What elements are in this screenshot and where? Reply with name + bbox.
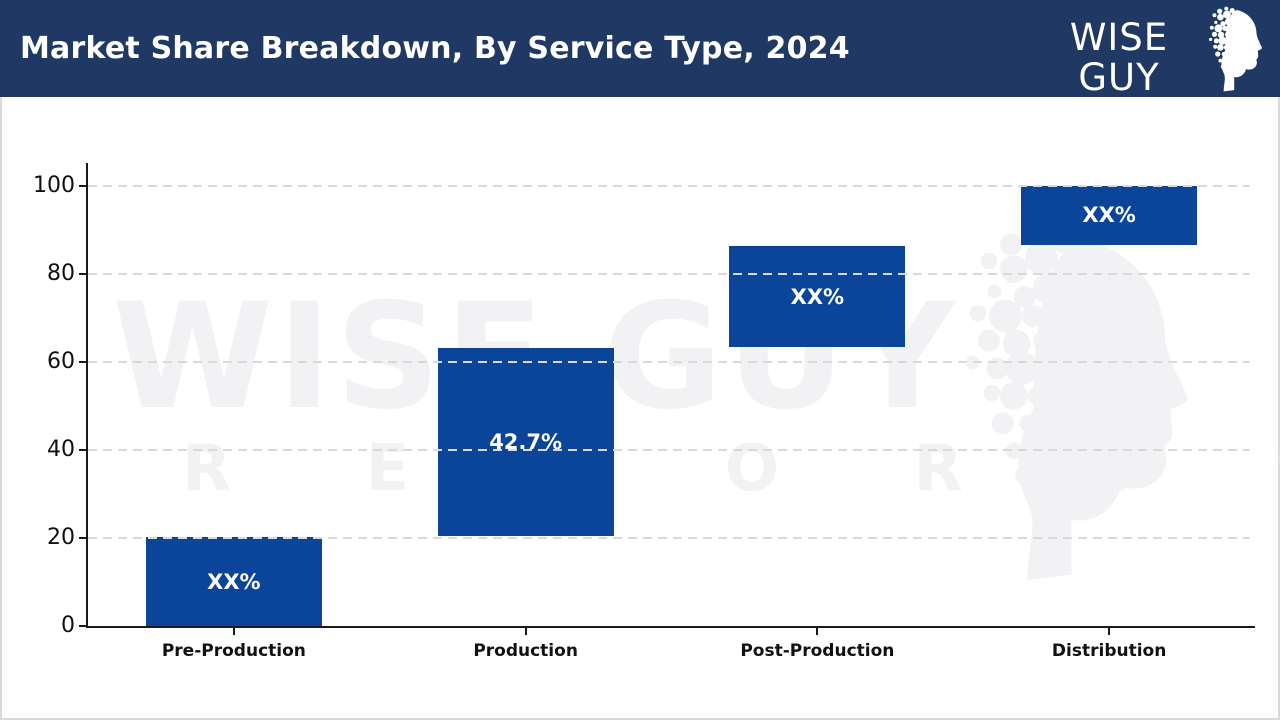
x-label-1: Production — [473, 641, 578, 661]
y-tick-label-80: 80 — [47, 261, 75, 286]
y-tick-20 — [79, 537, 87, 539]
y-tick-0 — [79, 625, 87, 627]
x-label-3: Distribution — [1051, 641, 1167, 661]
gridline-100 — [88, 185, 1250, 187]
bar-value-label: XX% — [790, 284, 845, 309]
y-tick-label-20: 20 — [47, 525, 75, 550]
y-tick-40 — [79, 449, 87, 451]
bar-pre-production: XX% — [145, 537, 322, 626]
y-axis-spine — [86, 163, 88, 628]
wiseguy-logo: WISE GUY R E P O R T S — [1026, 4, 1266, 131]
wiseguy-head-icon — [1208, 6, 1262, 92]
bar-value-label: XX% — [207, 569, 261, 594]
x-tick-2 — [816, 627, 819, 635]
y-tick-label-60: 60 — [47, 349, 75, 374]
gridline-80 — [88, 273, 1250, 275]
y-tick-100 — [79, 185, 87, 187]
page-title: Market Share Breakdown, By Service Type,… — [20, 31, 850, 66]
bar-post-production: XX% — [729, 245, 906, 348]
logo-subtitle: R E P O R T S — [1033, 99, 1211, 131]
logo-text: WISE GUY R E P O R T S — [1026, 16, 1212, 132]
y-tick-label-0: 0 — [61, 613, 75, 638]
y-tick-60 — [79, 361, 87, 363]
header-bar: Market Share Breakdown, By Service Type,… — [0, 0, 1280, 131]
x-tick-1 — [524, 627, 527, 635]
logo-wordmark: WISE GUY — [1069, 16, 1169, 99]
y-tick-label-40: 40 — [47, 437, 75, 462]
x-axis-spine — [86, 626, 1255, 628]
bar-value-label: XX% — [1082, 203, 1136, 228]
x-tick-3 — [1108, 627, 1111, 635]
y-tick-80 — [79, 273, 87, 275]
gridline-40 — [88, 449, 1250, 451]
bar-distribution: XX% — [1021, 186, 1198, 245]
bar-production: 42.7% — [437, 348, 614, 537]
x-tick-0 — [232, 627, 235, 635]
x-label-0: Pre-Production — [161, 641, 306, 661]
watermark-head-icon — [965, 225, 1188, 580]
x-label-2: Post-Production — [740, 641, 895, 661]
y-tick-label-100: 100 — [33, 173, 75, 198]
gridline-20 — [88, 537, 1250, 539]
gridline-60 — [88, 361, 1250, 363]
